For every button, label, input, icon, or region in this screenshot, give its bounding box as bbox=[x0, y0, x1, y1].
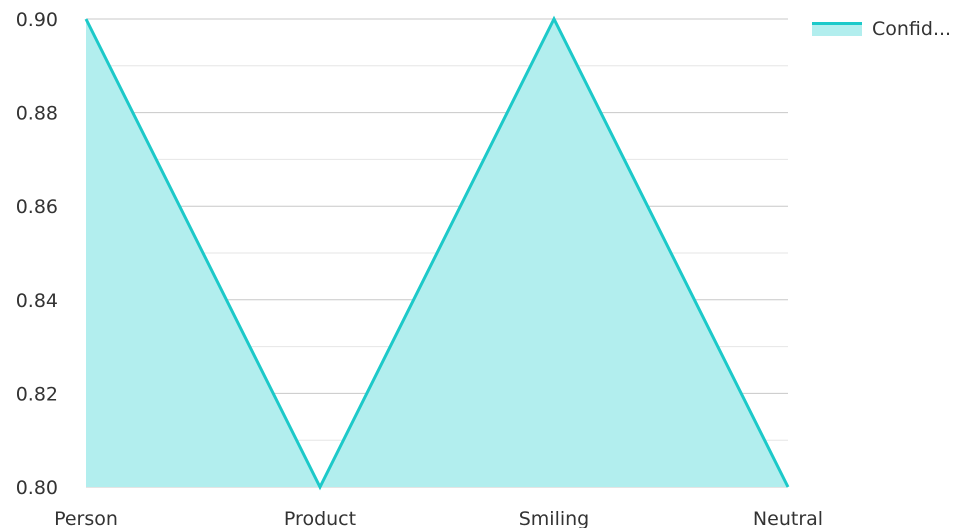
y-tick-label: 0.82 bbox=[16, 383, 58, 405]
y-axis-ticks: 0.80 0.82 0.84 0.86 0.88 0.90 bbox=[16, 9, 58, 499]
legend: Confid... bbox=[812, 18, 951, 40]
x-tick-label: Person bbox=[54, 508, 118, 528]
y-tick-label: 0.90 bbox=[16, 9, 58, 31]
series-line bbox=[84, 15, 790, 491]
legend-swatch bbox=[812, 22, 862, 36]
x-axis-ticks: Person Product Smiling Neutral bbox=[54, 508, 823, 530]
x-tick-label: Smiling bbox=[519, 508, 590, 528]
legend-swatch-line bbox=[812, 22, 862, 25]
y-tick-label: 0.86 bbox=[16, 196, 58, 218]
series-line-path bbox=[84, 15, 790, 491]
y-tick-label: 0.80 bbox=[16, 477, 58, 499]
x-tick-label: Neutral bbox=[753, 508, 823, 528]
x-tick-label: Product bbox=[284, 508, 356, 528]
legend-label-confidence: Confid... bbox=[872, 18, 952, 40]
y-tick-label: 0.84 bbox=[16, 290, 58, 312]
y-tick-label: 0.88 bbox=[16, 103, 58, 125]
